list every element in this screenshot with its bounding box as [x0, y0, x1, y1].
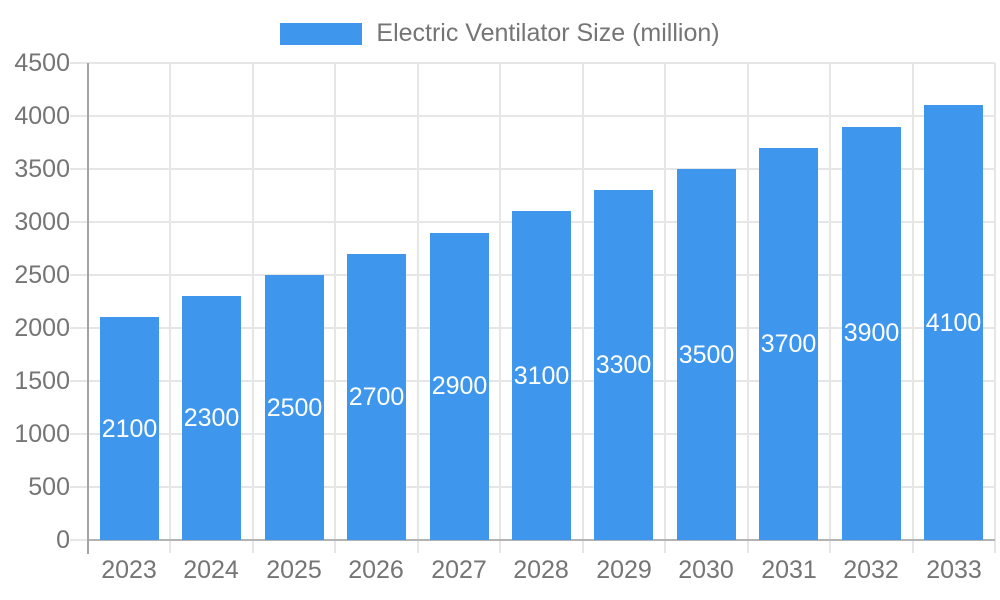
x-axis-label: 2031 — [761, 556, 817, 584]
x-axis-label: 2032 — [843, 556, 899, 584]
y-tick — [70, 486, 88, 488]
x-axis-label: 2024 — [183, 556, 239, 584]
y-tick — [70, 433, 88, 435]
y-tick — [70, 62, 88, 64]
y-axis-label: 4000 — [14, 102, 70, 130]
bar[interactable] — [182, 296, 241, 540]
bar[interactable] — [759, 148, 818, 540]
y-axis-label: 1000 — [14, 420, 70, 448]
x-tick — [994, 540, 996, 553]
x-tick — [499, 540, 501, 553]
y-tick — [70, 274, 88, 276]
x-tick — [582, 540, 584, 553]
y-axis-label: 500 — [28, 473, 70, 501]
x-gridline — [664, 63, 666, 540]
y-tick — [70, 327, 88, 329]
y-axis-label: 4500 — [14, 49, 70, 77]
bar-value-label: 2100 — [101, 415, 158, 443]
x-gridline — [334, 63, 336, 540]
x-tick — [252, 540, 254, 553]
y-axis-label: 2500 — [14, 261, 70, 289]
y-axis-label: 0 — [56, 526, 70, 554]
bar[interactable] — [842, 127, 901, 540]
x-axis-line — [88, 539, 995, 541]
bar[interactable] — [430, 233, 489, 540]
y-tick — [70, 168, 88, 170]
y-axis-label: 2000 — [14, 314, 70, 342]
x-gridline — [499, 63, 501, 540]
y-tick — [70, 380, 88, 382]
x-gridline — [417, 63, 419, 540]
x-gridline — [169, 63, 171, 540]
y-axis-line — [87, 63, 89, 554]
legend-label: Electric Ventilator Size (million) — [376, 19, 720, 47]
y-axis-label: 3000 — [14, 208, 70, 236]
bar[interactable] — [347, 254, 406, 540]
bar[interactable] — [512, 211, 571, 540]
x-tick — [417, 540, 419, 553]
y-axis-label: 1500 — [14, 367, 70, 395]
bar-value-label: 3700 — [760, 330, 817, 358]
legend: Electric Ventilator Size (million) — [0, 19, 1000, 48]
x-axis-label: 2029 — [596, 556, 652, 584]
legend-swatch — [280, 22, 363, 45]
x-tick — [334, 540, 336, 553]
x-gridline — [747, 63, 749, 540]
bar[interactable] — [265, 275, 324, 540]
bar-value-label: 3500 — [678, 341, 735, 369]
y-gridline — [88, 168, 995, 170]
x-tick — [664, 540, 666, 553]
y-gridline — [88, 115, 995, 117]
y-tick — [70, 539, 88, 541]
x-gridline — [252, 63, 254, 540]
y-axis-label: 3500 — [14, 155, 70, 183]
bar[interactable] — [594, 190, 653, 540]
bar-value-label: 3300 — [595, 351, 652, 379]
bar[interactable] — [677, 169, 736, 540]
bar-value-label: 2700 — [348, 383, 405, 411]
x-axis-label: 2033 — [926, 556, 982, 584]
x-gridline — [912, 63, 914, 540]
bar-value-label: 2300 — [183, 404, 240, 432]
x-axis-label: 2023 — [101, 556, 157, 584]
x-gridline — [582, 63, 584, 540]
bar-value-label: 3100 — [513, 362, 570, 390]
x-gridline — [994, 63, 996, 540]
x-axis-label: 2025 — [266, 556, 322, 584]
bar-value-label: 3900 — [843, 319, 900, 347]
bar-value-label: 4100 — [925, 309, 982, 337]
x-axis-label: 2027 — [431, 556, 487, 584]
y-gridline — [88, 62, 995, 64]
x-axis-label: 2028 — [513, 556, 569, 584]
y-tick — [70, 221, 88, 223]
bar[interactable] — [924, 105, 983, 540]
bar[interactable] — [100, 317, 159, 540]
bar-value-label: 2900 — [431, 372, 488, 400]
x-gridline — [829, 63, 831, 540]
x-axis-label: 2030 — [678, 556, 734, 584]
x-tick — [829, 540, 831, 553]
x-tick — [912, 540, 914, 553]
x-tick — [747, 540, 749, 553]
bar-value-label: 2500 — [266, 394, 323, 422]
x-tick — [169, 540, 171, 553]
y-tick — [70, 115, 88, 117]
x-axis-label: 2026 — [348, 556, 404, 584]
